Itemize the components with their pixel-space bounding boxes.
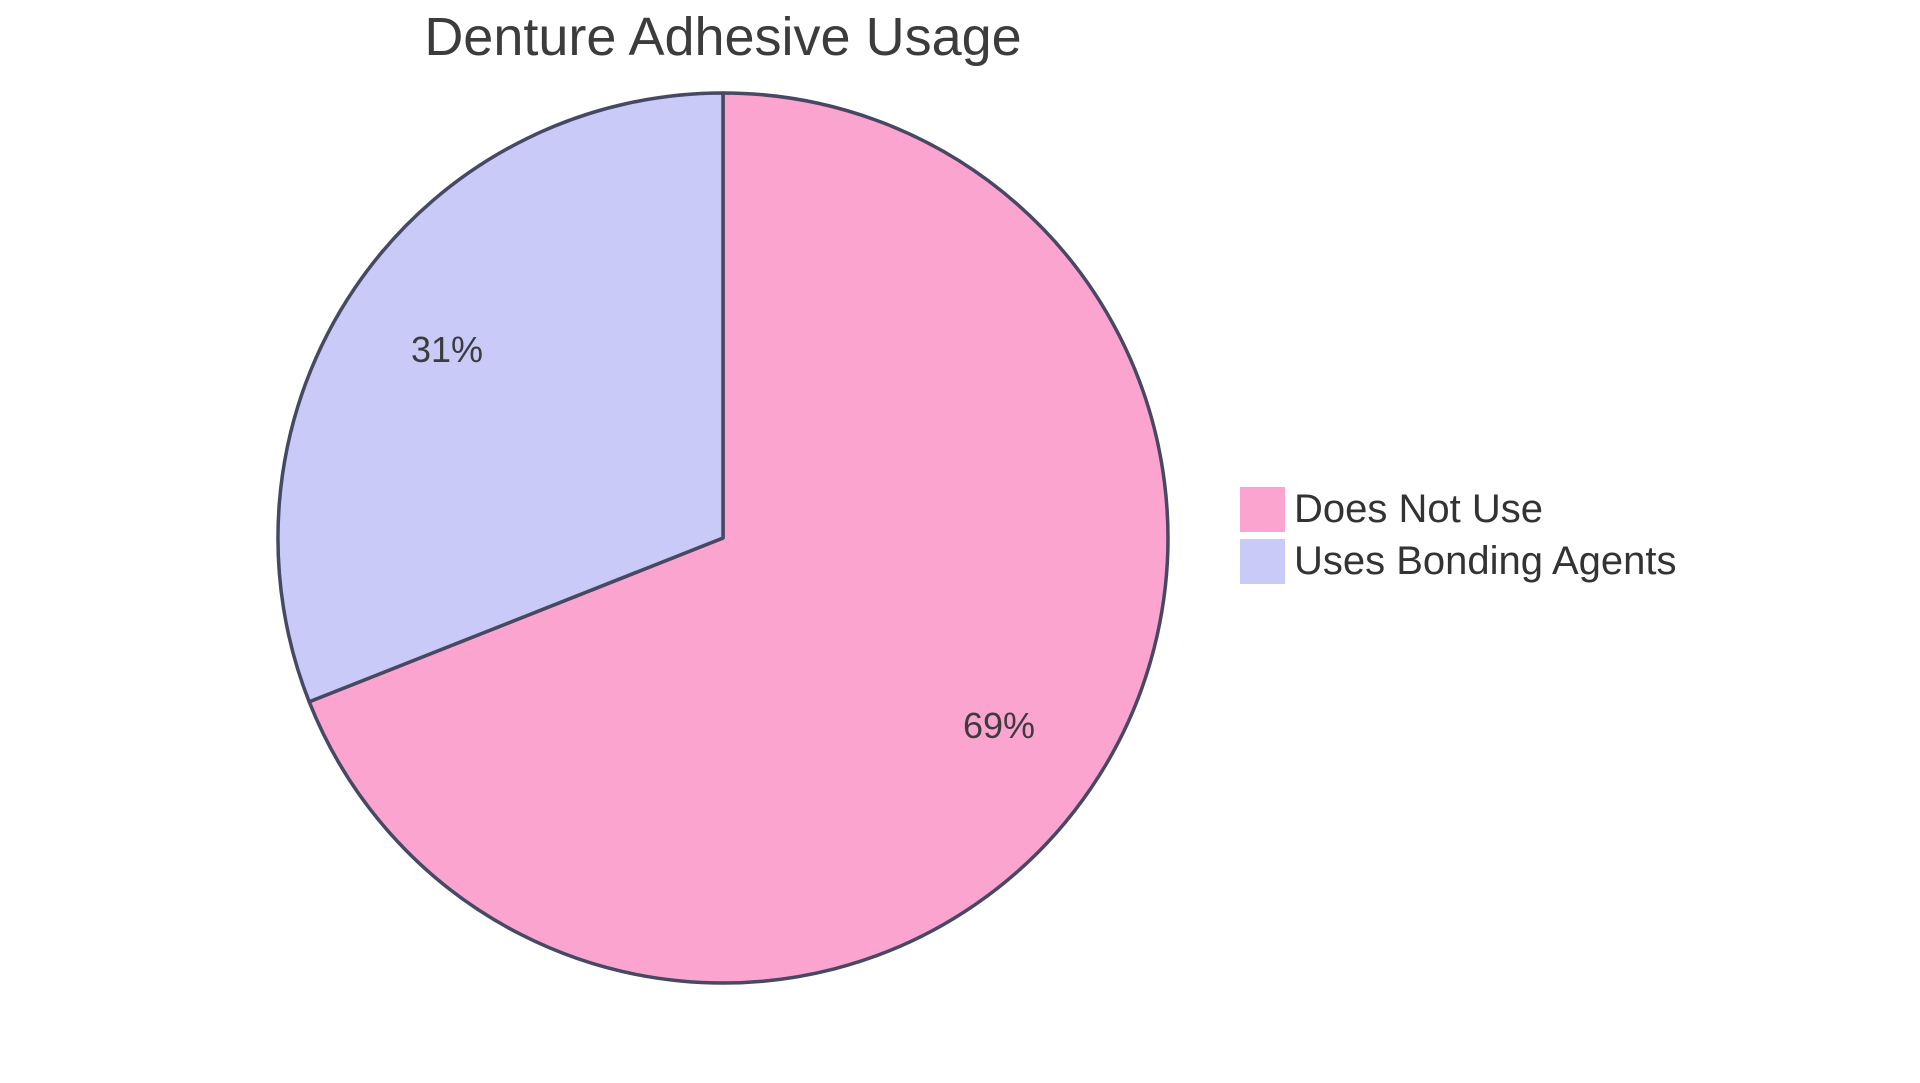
slice-percent-label-uses-bonding-agents: 31% <box>410 329 484 370</box>
legend-swatch-does-not-use <box>1240 487 1285 532</box>
slice-percent-label-does-not-use: 69% <box>962 705 1036 746</box>
legend-item-does-not-use: Does Not Use <box>1240 487 1676 532</box>
chart-title: Denture Adhesive Usage <box>424 7 1022 67</box>
legend-label-does-not-use: Does Not Use <box>1294 487 1543 531</box>
legend-item-uses-bonding-agents: Uses Bonding Agents <box>1240 539 1676 584</box>
pie-slice-does-not-use <box>307 91 1170 985</box>
legend: Does Not Use Uses Bonding Agents <box>1240 487 1676 584</box>
legend-label-uses-bonding-agents: Uses Bonding Agents <box>1294 539 1677 583</box>
legend-swatch-uses-bonding-agents <box>1240 539 1285 584</box>
pie-slice-uses-bonding-agents <box>276 91 725 704</box>
